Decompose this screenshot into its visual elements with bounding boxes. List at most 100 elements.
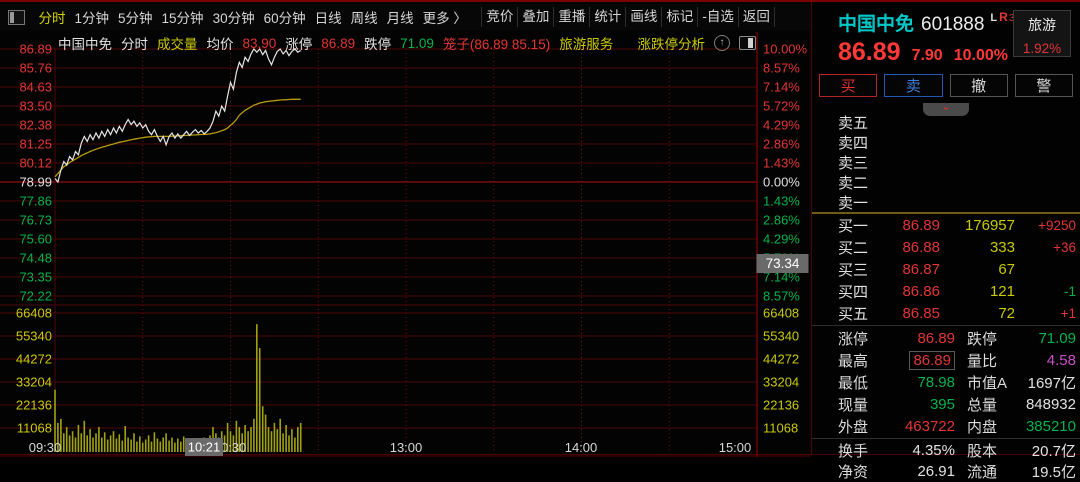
tool-button-0[interactable]: 竞价 bbox=[481, 7, 517, 27]
stock-name: 中国中免 bbox=[838, 14, 915, 35]
volume-bar bbox=[223, 435, 226, 452]
flag-l: L bbox=[990, 12, 998, 24]
right-axis-label: 5.72% bbox=[763, 99, 800, 114]
popup-arrow-icon[interactable]: ↑ bbox=[714, 35, 730, 51]
left-axis-label: 81.25 bbox=[19, 137, 52, 152]
volume-bar bbox=[57, 422, 59, 452]
price-change-percent: 10.00% bbox=[953, 47, 1008, 64]
buy-row-2[interactable]: 买二 86.88 333 +36 bbox=[838, 238, 1076, 257]
tool-button-7[interactable]: 返回 bbox=[737, 7, 775, 27]
buy-row-3[interactable]: 买三 86.87 67 bbox=[838, 260, 1015, 279]
action-button-警[interactable]: 警 bbox=[1014, 74, 1073, 97]
period-tab-2[interactable]: 5分钟 bbox=[118, 11, 153, 26]
period-tab-6[interactable]: 日线 bbox=[314, 11, 342, 26]
period-tab-3[interactable]: 15分钟 bbox=[161, 11, 204, 26]
volume-axis-label-right: 11068 bbox=[763, 421, 798, 436]
volume-bar bbox=[238, 427, 241, 452]
tool-button-4[interactable]: 画线 bbox=[625, 7, 661, 27]
stat-row-1: 最高 86.89 量比 4.58 bbox=[838, 350, 1076, 370]
left-axis-label: 83.50 bbox=[19, 99, 52, 114]
volume-bar bbox=[299, 422, 302, 452]
collapse-orderbook-tab[interactable]: ⌄ bbox=[923, 102, 969, 116]
volume-bar bbox=[112, 431, 115, 452]
tool-button-6[interactable]: -自选 bbox=[697, 7, 738, 27]
volume-bar bbox=[89, 429, 91, 452]
volume-bar bbox=[133, 433, 135, 452]
right-axis-label: 7.14% bbox=[763, 270, 800, 285]
time-axis-label: 09:30 bbox=[29, 440, 62, 455]
period-tab-9[interactable]: 更多 〉 bbox=[422, 11, 467, 26]
right-axis-label: 2.86% bbox=[763, 213, 800, 228]
layout-toggle-icon[interactable] bbox=[8, 9, 25, 25]
left-axis-label: 84.63 bbox=[19, 80, 52, 95]
side-panel-toggle-icon[interactable] bbox=[739, 36, 756, 50]
stat-row-4: 外盘 463722 内盘 385210 bbox=[838, 417, 1076, 436]
limit-down-value: 71.09 bbox=[400, 35, 434, 51]
tool-button-3[interactable]: 统计 bbox=[589, 7, 625, 27]
volume-bar bbox=[261, 406, 264, 452]
sector-name: 旅游 bbox=[1028, 17, 1056, 33]
period-tab-5[interactable]: 60分钟 bbox=[263, 11, 306, 26]
volume-bar bbox=[241, 433, 243, 452]
sell-row-5[interactable]: 卖五 bbox=[838, 115, 869, 132]
volume-bar bbox=[109, 435, 112, 452]
volume-axis-label-left: 11068 bbox=[17, 421, 52, 436]
period-tab-4[interactable]: 30分钟 bbox=[212, 11, 255, 26]
tool-button-5[interactable]: 标记 bbox=[661, 7, 697, 27]
overlay-period: 分时 bbox=[121, 37, 148, 52]
price-change: 7.90 bbox=[911, 47, 943, 64]
buy-row-4[interactable]: 买四 86.86 121 -1 bbox=[838, 282, 1076, 301]
intraday-chart[interactable]: 86.89 85.76 84.63 83.50 82.38 81.25 80.12 78.99… bbox=[0, 2, 810, 457]
volume-bar bbox=[182, 436, 185, 452]
volume-bar bbox=[258, 348, 261, 452]
buy-row-1[interactable]: 买一 86.89 176957 +9250 bbox=[838, 216, 1076, 235]
flag-r: R bbox=[999, 10, 1008, 24]
right-axis-label: 4.29% bbox=[763, 118, 800, 133]
right-axis-label: 4.29% bbox=[763, 232, 800, 247]
volume-axis-label-right: 22136 bbox=[763, 398, 799, 413]
sell-order-book: ⌄ 卖五卖四卖三卖二卖一 bbox=[812, 102, 1080, 214]
volume-bar bbox=[118, 434, 121, 452]
volume-bar bbox=[95, 433, 97, 452]
volume-axis-label-left: 55340 bbox=[16, 329, 52, 344]
crosshair-price-tag: 73.34 bbox=[766, 256, 800, 271]
sector-quote-box[interactable]: 旅游 1.92% bbox=[1013, 10, 1071, 57]
volume-bar bbox=[273, 422, 276, 452]
buy-row-5[interactable]: 买五 86.85 72 +1 bbox=[838, 304, 1076, 323]
cage-range: 笼子(86.89 85.15) bbox=[442, 37, 551, 52]
left-axis-label: 74.48 bbox=[19, 251, 52, 266]
volume-axis-label-left: 44272 bbox=[16, 352, 52, 367]
volume-bar bbox=[63, 433, 65, 452]
volume-bar bbox=[115, 438, 118, 452]
volume-bar bbox=[139, 436, 141, 452]
sell-row-4[interactable]: 卖四 bbox=[838, 135, 869, 152]
stat2-row-0: 换手 4.35% 股本 20.7亿 bbox=[838, 442, 1076, 460]
period-tab-1[interactable]: 1分钟 bbox=[74, 11, 110, 26]
avg-value: 83.90 bbox=[242, 35, 277, 51]
volume-bar bbox=[267, 427, 270, 452]
volume-bar bbox=[165, 433, 167, 452]
period-tab-7[interactable]: 周线 bbox=[350, 11, 378, 26]
volume-bar bbox=[68, 435, 71, 452]
left-axis-label: 75.60 bbox=[19, 232, 52, 247]
tool-buttons: 竞价 叠加 重播 统计 画线 标记 -自选 返回 bbox=[481, 7, 775, 27]
action-button-卖[interactable]: 卖 bbox=[884, 74, 943, 97]
volume-bar bbox=[282, 433, 284, 452]
tool-button-1[interactable]: 叠加 bbox=[517, 7, 553, 27]
tool-button-2[interactable]: 重播 bbox=[553, 7, 589, 27]
last-price: 86.89 bbox=[838, 38, 901, 66]
sell-row-3[interactable]: 卖三 bbox=[838, 155, 869, 172]
period-tab-0[interactable]: 分时 bbox=[38, 11, 66, 26]
panel-divider bbox=[812, 438, 1080, 439]
action-button-买[interactable]: 买 bbox=[819, 74, 878, 97]
volume-axis-label-right: 55340 bbox=[763, 329, 799, 344]
volume-bar bbox=[130, 439, 132, 452]
period-tab-8[interactable]: 月线 bbox=[386, 11, 414, 26]
limit-analysis-link[interactable]: 涨跌停分析 bbox=[637, 37, 706, 52]
crosshair-time-tag-bg bbox=[185, 438, 223, 456]
sell-row-1[interactable]: 卖一 bbox=[838, 195, 869, 212]
volume-bar bbox=[83, 420, 86, 452]
sell-row-2[interactable]: 卖二 bbox=[838, 175, 869, 192]
action-button-撤[interactable]: 撤 bbox=[949, 74, 1008, 97]
volume-bar bbox=[235, 420, 238, 452]
